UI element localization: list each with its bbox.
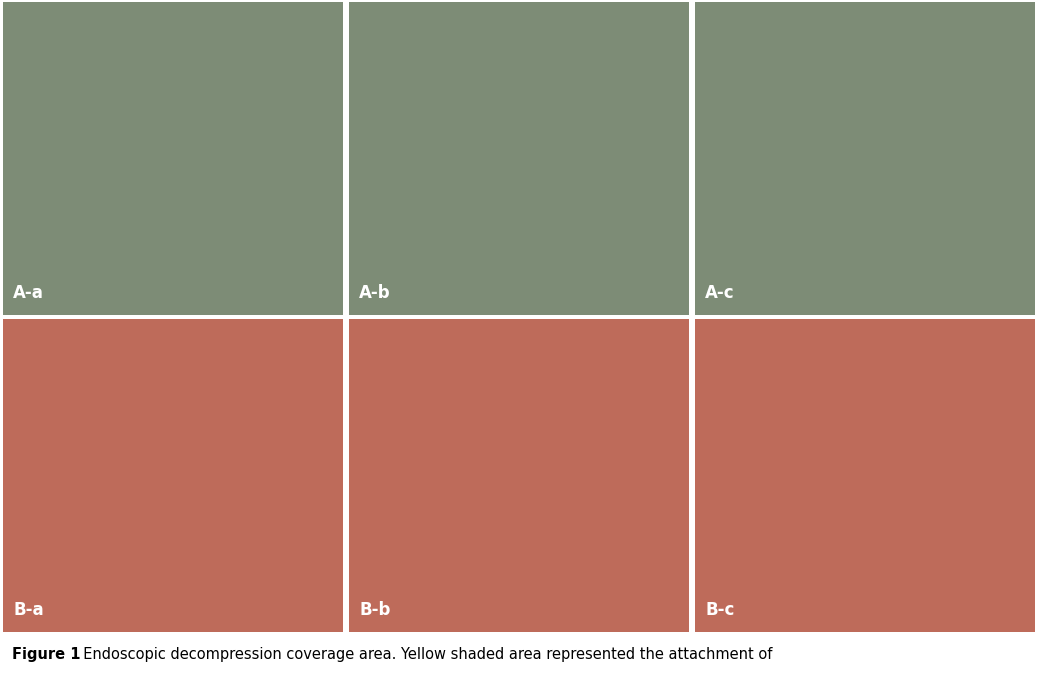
Text: B-a: B-a: [13, 601, 44, 619]
Text: A-b: A-b: [359, 284, 391, 303]
Text: B-b: B-b: [359, 601, 390, 619]
Text: B-c: B-c: [705, 601, 735, 619]
Text: Endoscopic decompression coverage area. Yellow shaded area represented the attac: Endoscopic decompression coverage area. …: [74, 647, 772, 662]
Text: A-a: A-a: [13, 284, 45, 303]
Text: A-c: A-c: [705, 284, 735, 303]
Text: Figure 1: Figure 1: [12, 647, 81, 662]
